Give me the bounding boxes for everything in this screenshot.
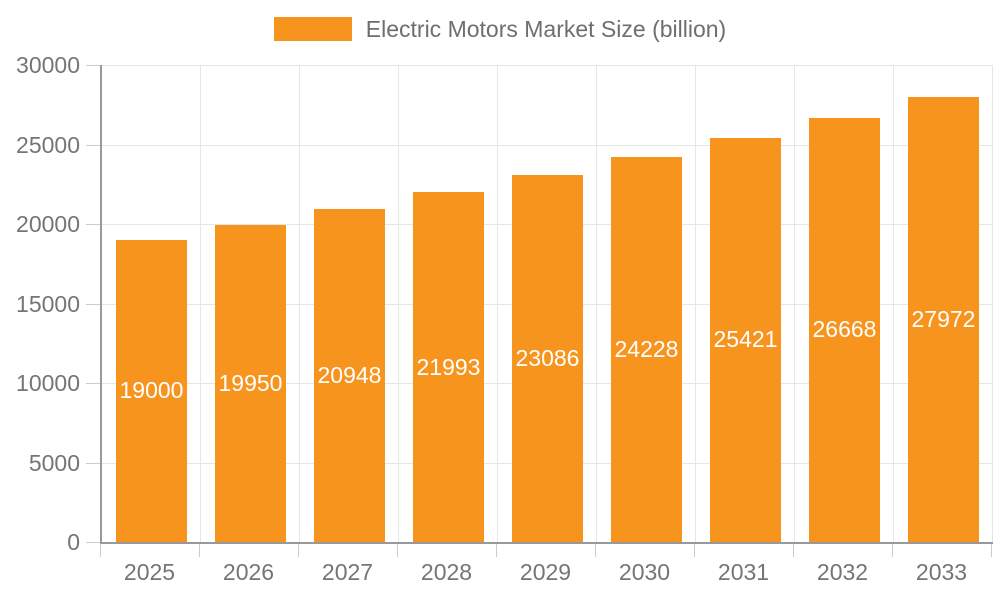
y-axis-tick-label: 25000 (16, 131, 80, 158)
x-axis-tick (298, 544, 299, 557)
y-axis-tick-label: 30000 (16, 52, 80, 78)
gridline-vertical (299, 65, 300, 542)
x-axis-tick (496, 544, 497, 557)
y-axis-tick (86, 65, 100, 66)
y-axis-tick (86, 383, 100, 384)
gridline-vertical (695, 65, 696, 542)
bar-2028[interactable]: 21993 (413, 192, 484, 542)
x-axis-tick-label: 2033 (915, 559, 968, 585)
gridline-vertical (398, 65, 399, 542)
x-axis-tick (991, 544, 992, 557)
gridline-vertical (596, 65, 597, 542)
y-axis-tick (86, 462, 100, 464)
bar-value-label: 25421 (713, 326, 778, 353)
x-axis-tick (199, 544, 200, 557)
x-axis-tick (397, 544, 398, 557)
bar-value-label: 24228 (614, 335, 679, 362)
bar-value-label: 23086 (515, 344, 580, 371)
x-axis-tick (100, 544, 101, 557)
gridline-vertical (893, 65, 894, 542)
bar-2030[interactable]: 24228 (611, 156, 682, 542)
y-axis-tick-label: 15000 (16, 290, 80, 317)
bar-value-label: 19950 (218, 369, 283, 396)
y-axis-tick (86, 542, 100, 543)
gridline-vertical (200, 65, 201, 542)
x-axis-tick-label: 2027 (321, 559, 374, 585)
legend-swatch (273, 17, 352, 41)
y-axis-tick-label: 10000 (16, 370, 80, 396)
x-axis-tick-label: 2028 (420, 559, 473, 585)
bar-value-label: 26668 (812, 316, 877, 343)
x-axis-tick-label: 2026 (222, 559, 275, 585)
y-axis-tick (86, 144, 100, 146)
legend-label: Electric Motors Market Size (billion) (365, 16, 727, 42)
x-axis-tick-label: 2030 (618, 559, 671, 585)
y-axis-tick-label: 0 (67, 529, 80, 555)
x-axis-tick (892, 544, 893, 557)
gridline-vertical (992, 65, 993, 542)
bar-2026[interactable]: 19950 (215, 224, 286, 542)
x-axis-tick (595, 544, 596, 557)
gridline-horizontal (102, 65, 993, 66)
x-axis-tick-label: 2029 (519, 559, 572, 585)
gridline-horizontal (102, 144, 993, 146)
bar-2029[interactable]: 23086 (512, 174, 583, 542)
bar-value-label: 21993 (416, 353, 481, 380)
x-axis-tick-label: 2032 (816, 559, 869, 585)
bar-2025[interactable]: 19000 (116, 239, 187, 542)
bar-2033[interactable]: 27972 (908, 97, 979, 542)
plot-area: 19000 19950 20948 21993 23086 24228 25421 26668… (100, 65, 993, 544)
gridline-vertical (794, 65, 795, 542)
y-axis-tick (86, 303, 100, 305)
bar-2031[interactable]: 25421 (710, 137, 781, 542)
x-axis-tick-label: 2025 (123, 559, 176, 585)
y-axis-tick (86, 224, 100, 225)
bar-value-label: 20948 (317, 361, 382, 388)
bar-value-label: 19000 (119, 377, 184, 404)
x-axis-tick (694, 544, 695, 557)
x-axis-tick (793, 544, 794, 557)
x-axis-tick-label: 2031 (717, 559, 770, 585)
y-axis-tick-label: 5000 (28, 449, 80, 476)
y-axis-tick-label: 20000 (16, 211, 80, 237)
bar-value-label: 27972 (911, 306, 976, 333)
legend[interactable]: Electric Motors Market Size (billion) (0, 15, 1000, 43)
gridline-vertical (497, 65, 498, 542)
bar-2027[interactable]: 20948 (314, 208, 385, 542)
bar-2032[interactable]: 26668 (809, 117, 880, 542)
